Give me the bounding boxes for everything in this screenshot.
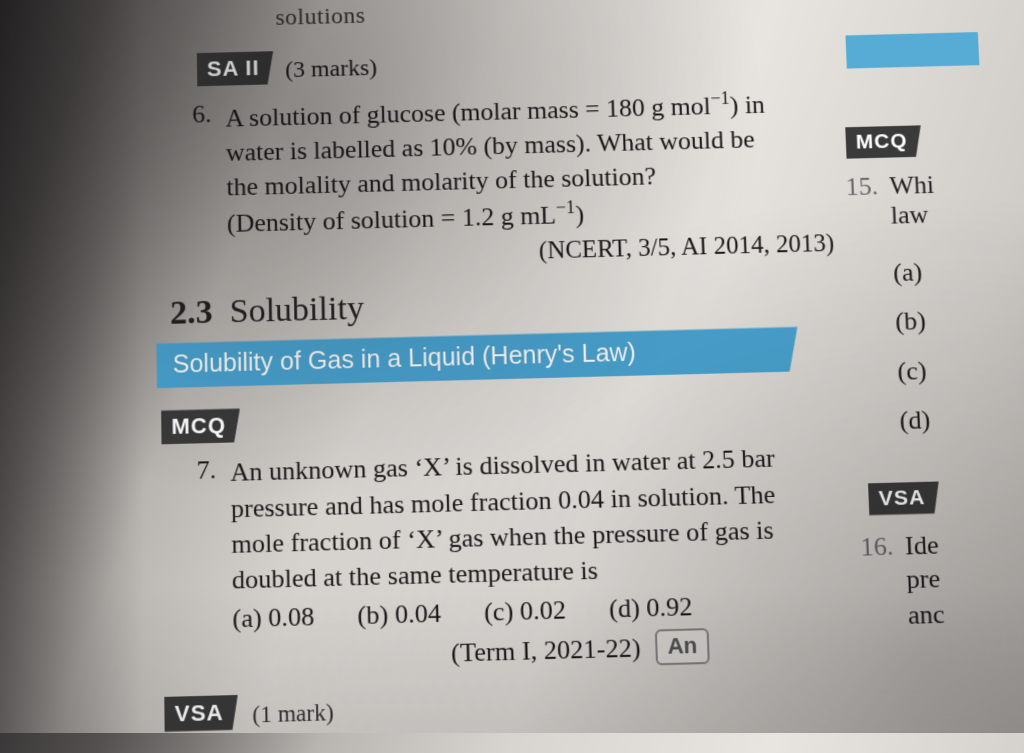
q6-line4a: (Density of solution = 1.2 g mL [227,200,557,237]
q7-opt-c: (c) 0.02 [484,595,567,627]
q6-line2: water is labelled as 10% (by mass). What… [226,124,756,166]
q7-line4: doubled at the same temperature is [232,555,599,594]
mcq-tag-label: MCQ [161,409,240,445]
q16-number: 16. [860,531,906,563]
section-number: 2.3 [170,294,213,332]
q7-term: (Term I, 2021-22) [451,633,641,668]
q15-opt-a: (a) [892,246,990,298]
vsa-marks: (1 mark) [252,700,334,728]
side-question-15: 15. Whi law [845,169,987,232]
q7-opt-a: (a) 0.08 [232,601,314,633]
vsa-bottom-row: VSA (1 mark) [164,678,857,731]
topic-banner-henrys-law: Solubility of Gas in a Liquid (Henry's L… [156,327,799,389]
q15-opt-d: (d) [899,394,998,446]
main-column: solutions SA II (3 marks) 6. A solution … [98,0,858,733]
cutoff-text-top: solutions [275,0,829,32]
side-column: MCQ 15. Whi law (a) (b) (c) (d) VSA 16. … [838,0,1006,634]
sa2-marks: (3 marks) [285,55,377,84]
mcq-tag-main: MCQ [161,393,845,445]
q16-l1: Ide [904,530,939,561]
q15-opt-b: (b) [894,295,992,347]
q6-sup2: −1 [556,197,576,217]
q16-rest: pre anc [906,559,1006,633]
side-vsa-label: VSA [868,481,940,515]
sa2-heading-row: SA II (3 marks) [197,37,831,86]
q15-l2: law [890,200,929,230]
section-title: Solubility [229,290,364,330]
q6-number: 6. [186,99,228,277]
q6-body: A solution of glucose (molar mass = 180 … [225,84,839,276]
vsa-tag-bottom: VSA [164,695,238,732]
q16-l2: pre [906,559,1005,597]
q16-l3: anc [907,594,1006,632]
question-6: 6. A solution of glucose (molar mass = 1… [186,84,839,277]
q15-opt-c: (c) [896,344,994,396]
q6-line1a: A solution of glucose (molar mass = 180 … [225,91,711,132]
question-7: 7. An unknown gas ‘X’ is dissolved in wa… [190,439,852,599]
q7-body: An unknown gas ‘X’ is dissolved in water… [230,439,852,598]
q6-sup1: −1 [710,88,730,108]
side-topic-bar [845,32,979,69]
q7-term-row: (Term I, 2021-22) An [103,624,855,680]
q7-line3: mole fraction of ‘X’ gas when the pressu… [231,515,774,559]
answer-badge: An [655,628,710,665]
textbook-page: solutions SA II (3 marks) 6. A solution … [0,0,1024,753]
q6-line4b: ) [575,200,584,229]
section-2-3-heading: 2.3 Solubility [170,278,841,333]
q6-line3: the molality and molarity of the solutio… [226,162,656,202]
q7-number: 7. [190,455,232,598]
q15-number: 15. [845,171,891,231]
sa2-tag: SA II [197,51,274,86]
q15-l1: Whi [889,170,935,200]
side-mcq-tag: MCQ [845,124,983,159]
side-question-16: 16. Ide [860,528,1003,562]
side-mcq-label: MCQ [845,125,922,158]
side-vsa-tag: VSA [868,479,1000,515]
q7-opt-b: (b) 0.04 [357,598,441,630]
q6-line1b: ) in [729,90,765,119]
q7-opt-d: (d) 0.92 [609,591,693,623]
q15-text: Whi law [889,170,936,230]
q15-options: (a) (b) (c) (d) [892,246,997,446]
